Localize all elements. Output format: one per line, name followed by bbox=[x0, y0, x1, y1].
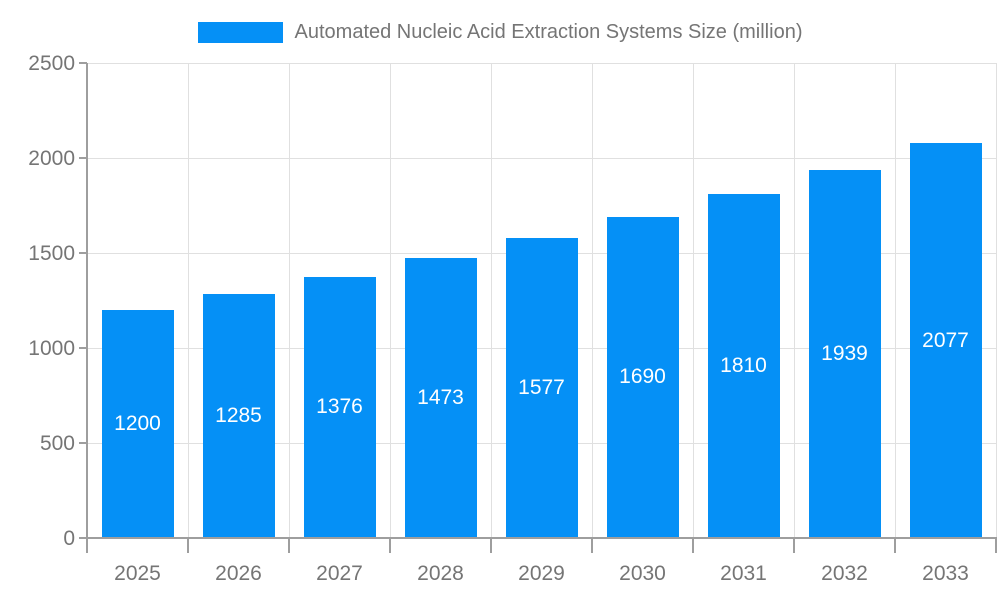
y-axis-tick bbox=[79, 62, 87, 64]
y-axis-label: 2500 bbox=[28, 52, 75, 75]
bar-2032[interactable]: 1939 bbox=[808, 169, 881, 538]
y-axis-tick bbox=[79, 537, 87, 539]
y-axis-label: 2000 bbox=[28, 147, 75, 170]
legend[interactable]: Automated Nucleic Acid Extraction System… bbox=[0, 21, 1000, 43]
x-axis-tick bbox=[288, 538, 290, 553]
y-axis-tick bbox=[79, 252, 87, 254]
y-gridline bbox=[87, 158, 996, 159]
y-axis-label: 1500 bbox=[28, 242, 75, 265]
bar-2028[interactable]: 1473 bbox=[404, 258, 477, 538]
x-gridline bbox=[491, 63, 492, 538]
bar-2031[interactable]: 1810 bbox=[707, 194, 780, 538]
bar-2025[interactable]: 1200 bbox=[101, 310, 174, 538]
bar-value-label: 1473 bbox=[417, 386, 464, 410]
x-axis-tick bbox=[591, 538, 593, 553]
x-axis-label: 2030 bbox=[619, 562, 666, 585]
bar-2027[interactable]: 1376 bbox=[303, 276, 376, 538]
x-axis-tick bbox=[793, 538, 795, 553]
bar-2033[interactable]: 2077 bbox=[909, 143, 982, 538]
x-axis-label: 2025 bbox=[114, 562, 161, 585]
bar-value-label: 1285 bbox=[215, 403, 262, 427]
x-axis-tick bbox=[692, 538, 694, 553]
y-axis-label: 1000 bbox=[28, 337, 75, 360]
x-gridline bbox=[794, 63, 795, 538]
y-axis-label: 0 bbox=[63, 527, 75, 550]
bar-value-label: 1810 bbox=[720, 354, 767, 378]
x-gridline bbox=[895, 63, 896, 538]
x-axis-tick bbox=[389, 538, 391, 553]
x-axis-tick bbox=[995, 538, 997, 553]
x-gridline bbox=[693, 63, 694, 538]
bar-2029[interactable]: 1577 bbox=[505, 238, 578, 538]
y-axis-tick bbox=[79, 157, 87, 159]
legend-label: Automated Nucleic Acid Extraction System… bbox=[294, 20, 803, 43]
bar-value-label: 1939 bbox=[821, 341, 868, 365]
legend-swatch bbox=[197, 21, 283, 43]
bar-2026[interactable]: 1285 bbox=[202, 293, 275, 538]
y-axis-tick bbox=[79, 442, 87, 444]
bar-2030[interactable]: 1690 bbox=[606, 216, 679, 538]
x-axis-label: 2032 bbox=[821, 562, 868, 585]
x-axis-line bbox=[86, 537, 997, 539]
x-gridline bbox=[592, 63, 593, 538]
x-gridline bbox=[996, 63, 997, 538]
bar-value-label: 2077 bbox=[922, 328, 969, 352]
x-gridline bbox=[289, 63, 290, 538]
x-axis-tick bbox=[490, 538, 492, 553]
bar-value-label: 1200 bbox=[114, 412, 161, 435]
x-axis-label: 2026 bbox=[215, 562, 262, 585]
x-axis-label: 2027 bbox=[316, 562, 363, 585]
x-axis-label: 2033 bbox=[922, 562, 969, 585]
bar-value-label: 1376 bbox=[316, 395, 363, 419]
y-axis-line bbox=[86, 63, 88, 553]
bar-value-label: 1577 bbox=[518, 376, 565, 400]
x-axis-tick bbox=[187, 538, 189, 553]
bar-value-label: 1690 bbox=[619, 365, 666, 389]
y-gridline bbox=[87, 63, 996, 64]
x-gridline bbox=[390, 63, 391, 538]
x-axis-label: 2028 bbox=[417, 562, 464, 585]
x-axis-label: 2029 bbox=[518, 562, 565, 585]
x-axis-label: 2031 bbox=[720, 562, 767, 585]
y-axis-label: 500 bbox=[39, 432, 75, 455]
y-axis-tick bbox=[79, 347, 87, 349]
x-gridline bbox=[188, 63, 189, 538]
x-axis-tick bbox=[894, 538, 896, 553]
